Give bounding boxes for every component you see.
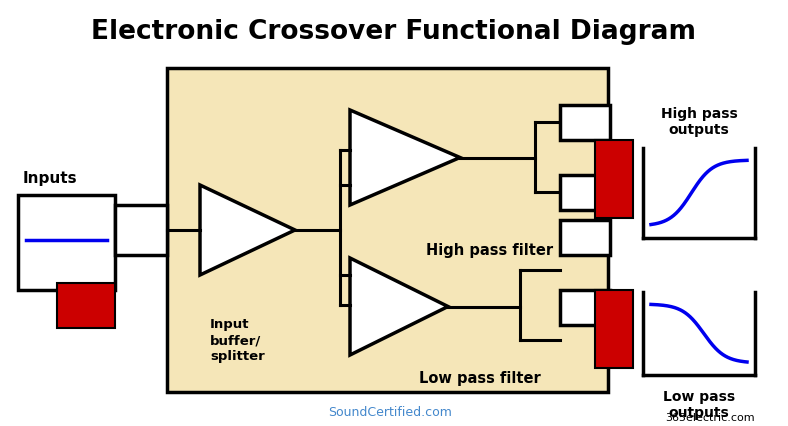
Bar [560,290,610,325]
Text: Electronic Crossover Functional Diagram: Electronic Crossover Functional Diagram [91,19,697,45]
Text: Inputs: Inputs [23,170,78,185]
Text: High pass
outputs: High pass outputs [660,107,738,137]
Bar [560,220,610,255]
Text: Input
buffer/
splitter: Input buffer/ splitter [210,318,265,363]
Polygon shape [350,258,448,355]
Bar [595,290,633,368]
Bar [595,140,633,218]
Text: High pass filter: High pass filter [426,242,553,257]
Text: SoundCertified.com: SoundCertified.com [328,406,452,420]
Bar [560,175,610,210]
Text: 365electric.com: 365electric.com [665,413,755,423]
Bar [560,105,610,140]
Polygon shape [350,110,460,205]
Bar [57,283,115,328]
Text: Low pass
outputs: Low pass outputs [663,390,735,420]
Bar [18,195,115,290]
Text: Low pass filter: Low pass filter [419,371,541,386]
Bar [167,68,608,392]
Bar [115,205,167,255]
Polygon shape [200,185,295,275]
